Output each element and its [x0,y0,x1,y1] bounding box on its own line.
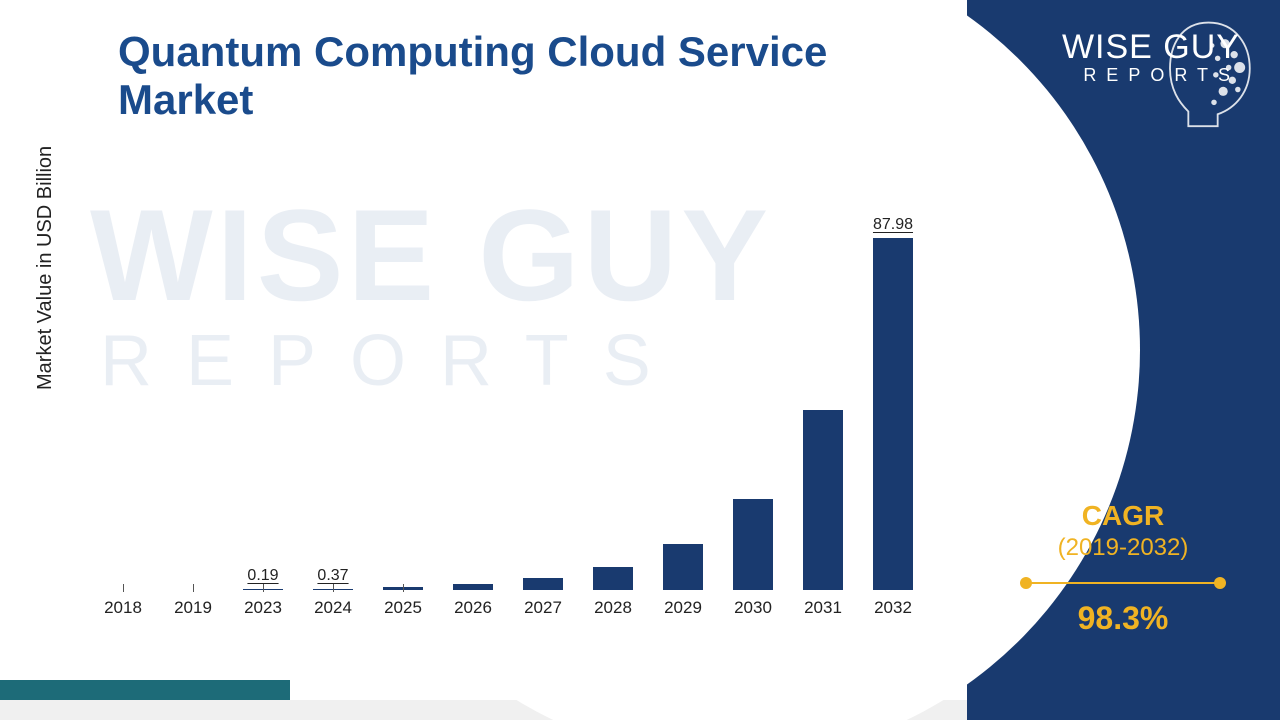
chart-area: WISE GUY REPORTS Quantum Computing Cloud… [0,0,967,700]
axis-tick [88,584,158,592]
x-tick-label: 2025 [368,598,438,618]
bottom-accent-bar [0,680,290,700]
bar [453,584,493,590]
brand-logo: WISE GUY REPORTS [1062,28,1240,86]
x-tick-label: 2030 [718,598,788,618]
cagr-value: 98.3% [1018,600,1228,637]
bar-column [508,578,578,590]
x-tick-label: 2028 [578,598,648,618]
x-tick-label: 2029 [648,598,718,618]
axis-tick [228,584,298,592]
bar-column [438,584,508,590]
bar-column: 0.19 [228,589,298,590]
x-tick-label: 2023 [228,598,298,618]
brand-sub: REPORTS [1062,65,1240,86]
cagr-divider [1026,582,1220,584]
bar [523,578,563,590]
bar-value-label: 87.98 [873,216,913,234]
bar-column [788,410,858,590]
chart-title: Quantum Computing Cloud Service Market [118,28,878,125]
bar [873,238,913,590]
axis-tick [298,584,368,592]
x-tick-label: 2026 [438,598,508,618]
bar [593,567,633,590]
cagr-block: CAGR (2019-2032) 98.3% [1018,500,1228,637]
x-axis-labels: 2018201920232024202520262027202820292030… [88,598,928,618]
brand-main: WISE GUY [1062,28,1240,67]
cagr-range: (2019-2032) [1018,534,1228,562]
y-axis-label: Market Value in USD Billion [34,146,57,390]
bars-container: 0.190.3787.98 [88,190,928,590]
bar-value-label: 0.19 [247,567,278,585]
bar [733,499,773,590]
bar-column [648,544,718,590]
x-tick-label: 2027 [508,598,578,618]
bar [663,544,703,590]
infographic-root: WISE GUY REPORTS Quantum Computing Cloud… [0,0,1280,720]
bar-plot: 0.190.3787.98 20182019202320242025202620… [88,190,928,590]
bar-column: 87.98 [858,238,928,590]
cagr-title: CAGR [1018,500,1228,532]
x-tick-label: 2032 [858,598,928,618]
bar-column [718,499,788,590]
bar-value-label: 0.37 [317,567,348,585]
axis-tick [368,584,438,592]
bar [803,410,843,590]
x-tick-label: 2018 [88,598,158,618]
x-tick-label: 2031 [788,598,858,618]
bar-column [578,567,648,590]
x-tick-label: 2019 [158,598,228,618]
bar-column [368,587,438,590]
bar-column: 0.37 [298,589,368,590]
x-tick-label: 2024 [298,598,368,618]
axis-tick [158,584,228,592]
